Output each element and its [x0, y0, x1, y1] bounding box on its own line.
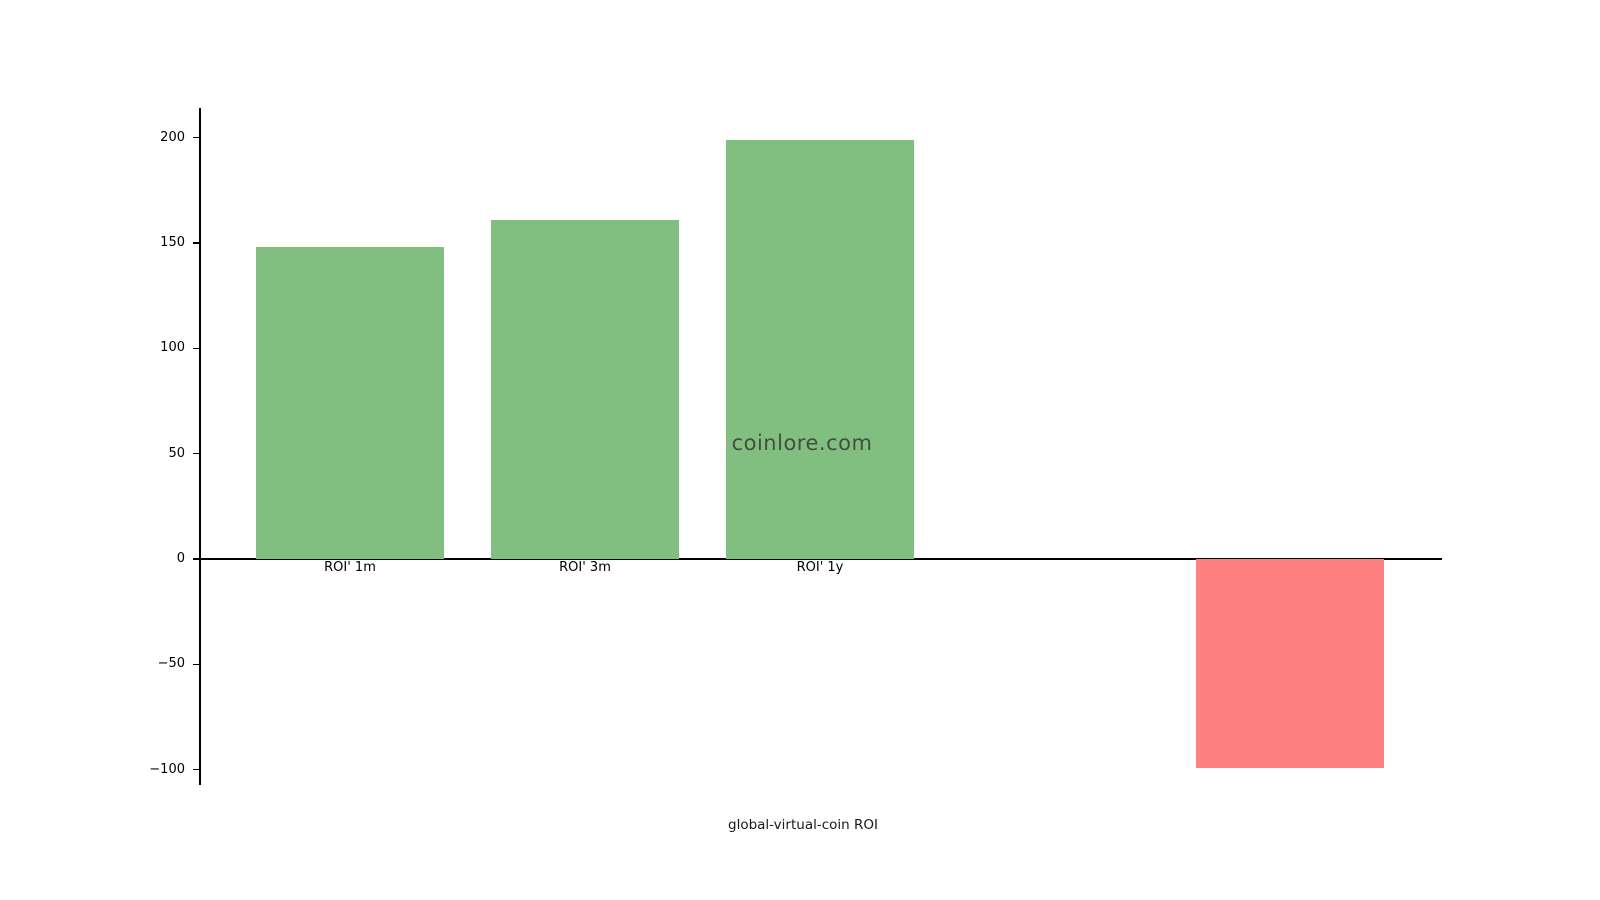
x-tick-label: ROI' 1y — [796, 560, 844, 575]
x-tick-label: ROI' 3m — [559, 560, 611, 575]
y-tick-label: 0 — [176, 551, 185, 566]
y-tick-mark — [193, 453, 200, 455]
y-tick-label: −50 — [157, 656, 185, 672]
y-tick-label: −100 — [149, 761, 185, 777]
x-tick-label: ROI' 1m — [324, 560, 376, 575]
y-tick-mark — [193, 347, 200, 349]
bar-roi-3m — [491, 219, 679, 559]
y-tick-label: 200 — [160, 129, 185, 145]
x-axis-line — [200, 558, 1442, 560]
chart-title: global-virtual-coin ROI — [728, 817, 878, 833]
y-tick-mark — [193, 769, 200, 771]
y-axis-line — [199, 108, 201, 785]
y-tick-mark — [193, 242, 200, 244]
bar-unlabeled — [1196, 559, 1384, 768]
bar-roi-1y — [726, 139, 914, 559]
y-tick-mark — [193, 137, 200, 139]
bar-roi-1m — [256, 247, 444, 559]
watermark-text: coinlore.com — [731, 431, 873, 455]
y-tick-label: 50 — [168, 445, 185, 461]
y-tick-label: 100 — [160, 340, 185, 356]
y-tick-mark — [193, 663, 200, 665]
y-tick-label: 150 — [160, 234, 185, 250]
y-tick-mark — [193, 558, 200, 560]
